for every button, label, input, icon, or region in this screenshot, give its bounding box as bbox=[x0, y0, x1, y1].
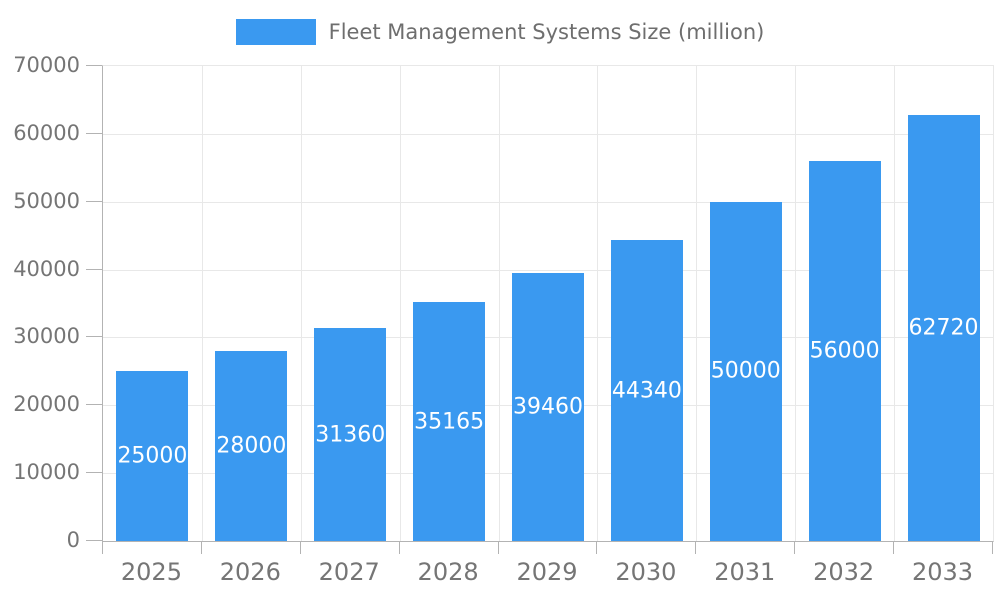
y-axis-tick-label: 30000 bbox=[13, 324, 80, 349]
bar[interactable]: 25000 bbox=[116, 371, 189, 541]
bar-value-label: 62720 bbox=[908, 315, 979, 341]
legend: Fleet Management Systems Size (million) bbox=[0, 19, 1000, 45]
x-axis-label: 2026 bbox=[219, 558, 281, 586]
bar[interactable]: 56000 bbox=[808, 161, 881, 541]
bar[interactable]: 31360 bbox=[314, 328, 387, 541]
x-axis-label: 2028 bbox=[417, 558, 479, 586]
y-axis-tick bbox=[86, 268, 102, 270]
bar-value-label: 44340 bbox=[611, 378, 682, 404]
bar[interactable]: 50000 bbox=[709, 201, 782, 541]
y-axis-tick bbox=[86, 336, 102, 338]
gridline-vertical bbox=[894, 66, 896, 541]
bar-value-label: 50000 bbox=[710, 358, 781, 384]
legend-label: Fleet Management Systems Size (million) bbox=[328, 20, 765, 44]
x-axis-label: 2025 bbox=[120, 558, 182, 586]
legend-item[interactable]: Fleet Management Systems Size (million) bbox=[235, 19, 765, 45]
legend-swatch bbox=[235, 19, 316, 45]
bar[interactable]: 28000 bbox=[215, 351, 288, 541]
x-axis-label: 2029 bbox=[516, 558, 578, 586]
x-axis-tick bbox=[596, 541, 597, 554]
x-axis-tick bbox=[399, 541, 400, 554]
bar[interactable]: 44340 bbox=[610, 240, 683, 541]
x-axis-tick bbox=[794, 541, 795, 554]
y-axis-tick bbox=[86, 132, 102, 134]
bar[interactable]: 62720 bbox=[907, 115, 980, 541]
bar[interactable]: 39460 bbox=[512, 273, 584, 541]
gridline-vertical bbox=[300, 66, 302, 541]
x-axis-tick bbox=[300, 541, 301, 554]
gridline-vertical bbox=[201, 66, 203, 541]
gridline-vertical bbox=[399, 66, 401, 541]
gridline-vertical bbox=[498, 66, 500, 541]
y-axis-tick bbox=[86, 65, 102, 66]
x-axis-label: 2030 bbox=[615, 558, 677, 586]
y-axis-tick bbox=[86, 404, 102, 406]
x-axis-tick bbox=[102, 541, 103, 554]
bar-value-label: 39460 bbox=[513, 394, 583, 420]
gridline-vertical bbox=[597, 66, 599, 541]
y-axis-tick-label: 20000 bbox=[13, 392, 80, 417]
gridline-horizontal bbox=[103, 201, 993, 203]
bar-value-label: 25000 bbox=[117, 443, 188, 469]
x-axis-tick bbox=[893, 541, 894, 554]
bar-value-label: 56000 bbox=[809, 338, 880, 364]
bar-value-label: 31360 bbox=[315, 422, 386, 448]
x-axis-tick bbox=[695, 541, 696, 554]
x-axis-label: 2033 bbox=[912, 558, 974, 586]
y-axis-tick-label: 0 bbox=[66, 528, 80, 552]
x-axis-tick bbox=[992, 541, 993, 554]
bar[interactable]: 35165 bbox=[413, 302, 486, 541]
gridline-horizontal bbox=[103, 269, 993, 271]
y-axis-tick bbox=[86, 540, 102, 541]
y-axis-tick-label: 10000 bbox=[13, 460, 80, 485]
bar-value-label: 28000 bbox=[216, 433, 287, 459]
y-axis-tick-label: 60000 bbox=[13, 120, 80, 145]
x-axis-tick bbox=[498, 541, 499, 554]
x-axis-label: 2032 bbox=[813, 558, 875, 586]
y-axis-tick-label: 50000 bbox=[13, 188, 80, 213]
gridline-vertical bbox=[795, 66, 797, 541]
y-axis-tick bbox=[86, 200, 102, 202]
gridline-horizontal bbox=[103, 133, 993, 135]
bar-value-label: 35165 bbox=[414, 409, 485, 435]
plot-area: 25000 28000 31360 35165 39460 44340 50000 56000… bbox=[102, 65, 994, 542]
y-axis-tick-label: 70000 bbox=[13, 53, 80, 77]
x-axis-tick bbox=[201, 541, 202, 554]
x-axis-label: 2027 bbox=[318, 558, 380, 586]
y-axis-tick-label: 40000 bbox=[13, 256, 80, 281]
y-axis-tick bbox=[86, 472, 102, 474]
gridline-vertical bbox=[696, 66, 698, 541]
x-axis-label: 2031 bbox=[714, 558, 776, 586]
